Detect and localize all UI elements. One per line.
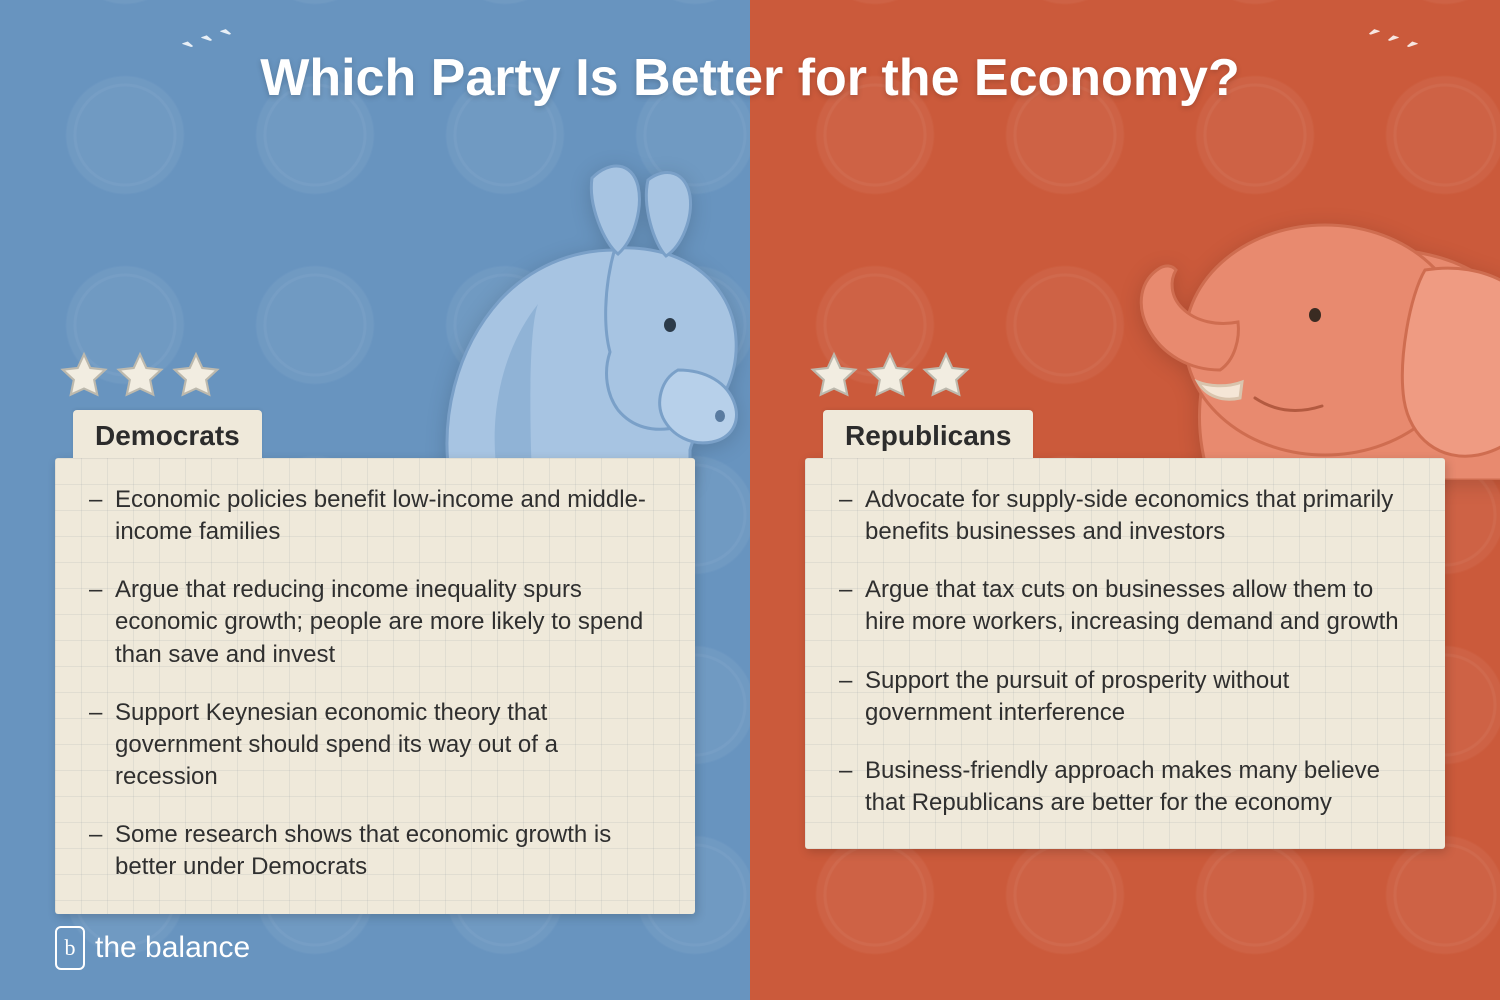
- republicans-card: Republicans Advocate for supply-side eco…: [805, 410, 1445, 849]
- list-item: Advocate for supply-side economics that …: [839, 484, 1411, 548]
- list-item: Economic policies benefit low-income and…: [89, 484, 661, 548]
- star-icon: [920, 350, 972, 402]
- democrats-list: Economic policies benefit low-income and…: [89, 484, 661, 884]
- list-item: Support Keynesian economic theory that g…: [89, 697, 661, 793]
- list-item: Argue that tax cuts on businesses allow …: [839, 574, 1411, 638]
- star-icon: [114, 350, 166, 402]
- list-item: Argue that reducing income inequality sp…: [89, 574, 661, 670]
- brand-logo: b the balance: [55, 926, 250, 970]
- republicans-panel: Republicans Advocate for supply-side eco…: [750, 0, 1500, 1000]
- star-icon: [170, 350, 222, 402]
- star-icon: [864, 350, 916, 402]
- republicans-stars: [808, 350, 972, 402]
- brand-text: the balance: [95, 931, 250, 965]
- brand-mark-icon: b: [55, 926, 85, 970]
- democrats-heading: Democrats: [73, 410, 262, 458]
- list-item: Support the pursuit of prosperity withou…: [839, 665, 1411, 729]
- democrats-stars: [58, 350, 222, 402]
- republicans-heading: Republicans: [823, 410, 1033, 458]
- democrats-panel: Democrats Economic policies benefit low-…: [0, 0, 750, 1000]
- democrats-card: Democrats Economic policies benefit low-…: [55, 410, 695, 914]
- infographic-container: Which Party Is Better for the Economy? `…: [0, 0, 1500, 1000]
- list-item: Some research shows that economic growth…: [89, 819, 661, 883]
- republicans-list: Advocate for supply-side economics that …: [839, 484, 1411, 819]
- star-icon: [808, 350, 860, 402]
- list-item: Business-friendly approach makes many be…: [839, 755, 1411, 819]
- star-icon: [58, 350, 110, 402]
